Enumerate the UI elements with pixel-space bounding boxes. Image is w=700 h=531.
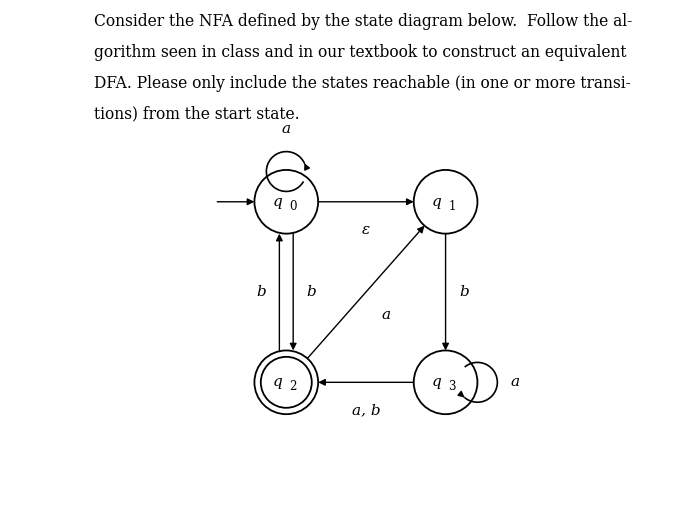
Text: a: a bbox=[510, 375, 520, 389]
Text: Consider the NFA defined by the state diagram below.  Follow the al-: Consider the NFA defined by the state di… bbox=[94, 13, 632, 30]
Text: 1: 1 bbox=[448, 200, 456, 212]
Text: 2: 2 bbox=[289, 380, 296, 393]
Text: q: q bbox=[272, 375, 282, 389]
Text: q: q bbox=[432, 195, 441, 209]
Text: a: a bbox=[281, 122, 290, 135]
Text: b: b bbox=[256, 285, 266, 299]
Text: DFA. Please only include the states reachable (in one or more transi-: DFA. Please only include the states reac… bbox=[94, 75, 631, 92]
Text: q: q bbox=[272, 195, 282, 209]
Text: q: q bbox=[432, 375, 441, 389]
Text: ε: ε bbox=[362, 223, 370, 237]
Text: a, b: a, b bbox=[351, 404, 380, 417]
Text: b: b bbox=[307, 285, 316, 299]
Text: 3: 3 bbox=[448, 380, 456, 393]
Text: tions) from the start state.: tions) from the start state. bbox=[94, 106, 300, 123]
Text: gorithm seen in class and in our textbook to construct an equivalent: gorithm seen in class and in our textboo… bbox=[94, 44, 626, 61]
Text: 0: 0 bbox=[289, 200, 296, 212]
Text: a: a bbox=[382, 308, 391, 322]
Text: b: b bbox=[459, 285, 468, 299]
